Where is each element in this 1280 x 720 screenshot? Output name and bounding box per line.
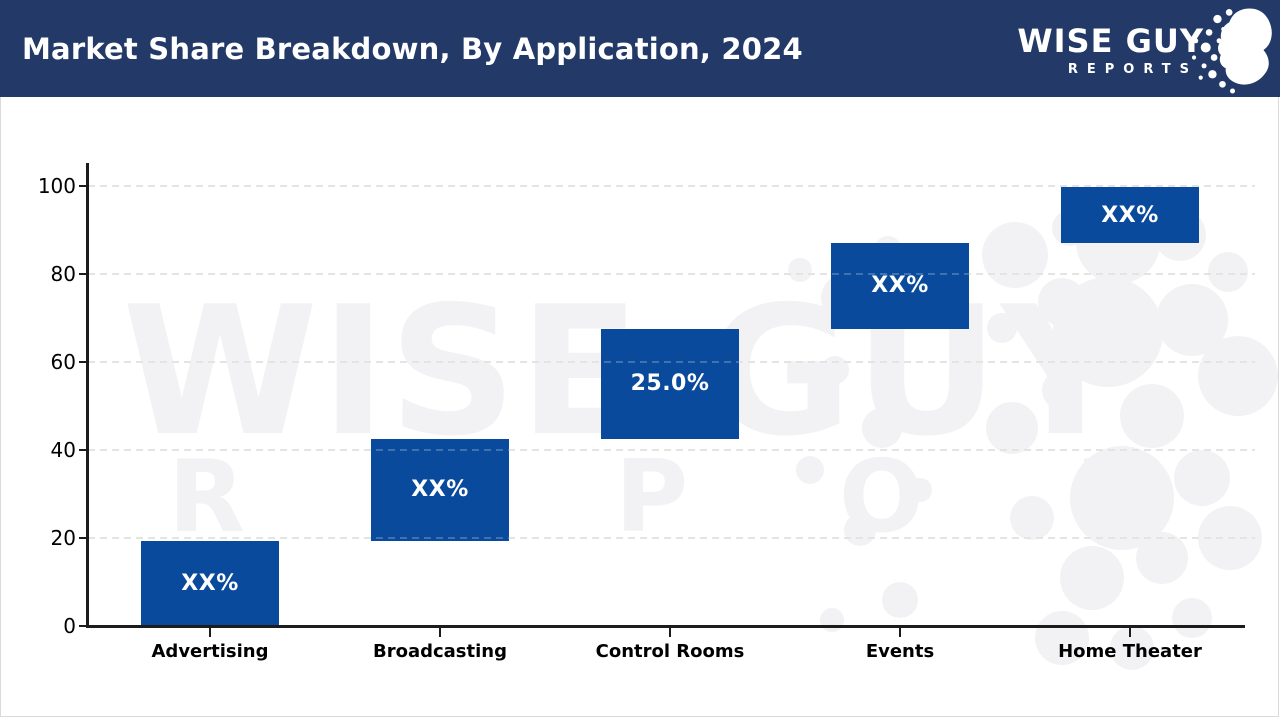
x-tick-label-events: Events [865,641,935,662]
y-tick-20 [79,537,87,539]
watermark-face-icon [788,200,1278,670]
bar-advertising: XX% [141,541,279,626]
grid-line-overlay-60 [88,361,1255,363]
bar-label-advertising: XX% [181,571,239,597]
logo-subtext: REPORTS [1067,62,1198,77]
grid-line-100 [88,185,1255,187]
grid-line-overlay-20 [88,537,1255,539]
bar-broadcasting: XX% [371,438,509,542]
y-axis-line [86,163,89,628]
y-tick-60 [79,361,87,363]
y-tick-label-0: 0 [63,614,76,638]
bar-label-control-rooms: 25.0% [630,371,710,397]
x-axis-line [86,625,1245,628]
bar-label-broadcasting: XX% [411,477,469,503]
x-tick-advertising [209,628,211,637]
header-bar: Market Share Breakdown, By Application, … [0,0,1280,97]
y-tick-label-80: 80 [50,262,76,286]
x-tick-label-broadcasting: Broadcasting [373,641,507,662]
bar-control-rooms: 25.0% [601,328,739,439]
y-tick-40 [79,449,87,451]
x-tick-label-home-theater: Home Theater [1058,641,1202,662]
grid-line-40 [88,449,1255,451]
bar-label-events: XX% [871,273,929,299]
bar-label-home-theater: XX% [1101,202,1159,228]
y-tick-label-40: 40 [50,438,76,462]
bar-events: XX% [831,243,969,329]
grid-line-overlay-80 [88,273,1255,275]
bar-home-theater: XX% [1061,186,1199,244]
y-tick-80 [79,273,87,275]
y-tick-label-60: 60 [50,350,76,374]
y-tick-label-100: 100 [37,174,76,198]
x-tick-broadcasting [439,628,441,637]
grid-line-80 [88,273,1255,275]
logo-wordmark: WISE GUY [1017,22,1204,60]
x-tick-label-advertising: Advertising [151,641,269,662]
wise-guy-logo: WISE GUY REPORTS [1012,0,1272,97]
y-tick-100 [79,185,87,187]
grid-line-overlay-100 [88,185,1255,187]
y-tick-label-20: 20 [50,526,76,550]
logo-face-icon [1191,8,1272,94]
chart-title: Market Share Breakdown, By Application, … [22,31,803,66]
grid-line-20 [88,537,1255,539]
x-tick-events [899,628,901,637]
y-tick-0 [79,625,87,627]
x-tick-control-rooms [669,628,671,637]
x-tick-label-control-rooms: Control Rooms [595,641,745,662]
x-tick-home-theater [1129,628,1131,637]
grid-line-overlay-40 [88,449,1255,451]
